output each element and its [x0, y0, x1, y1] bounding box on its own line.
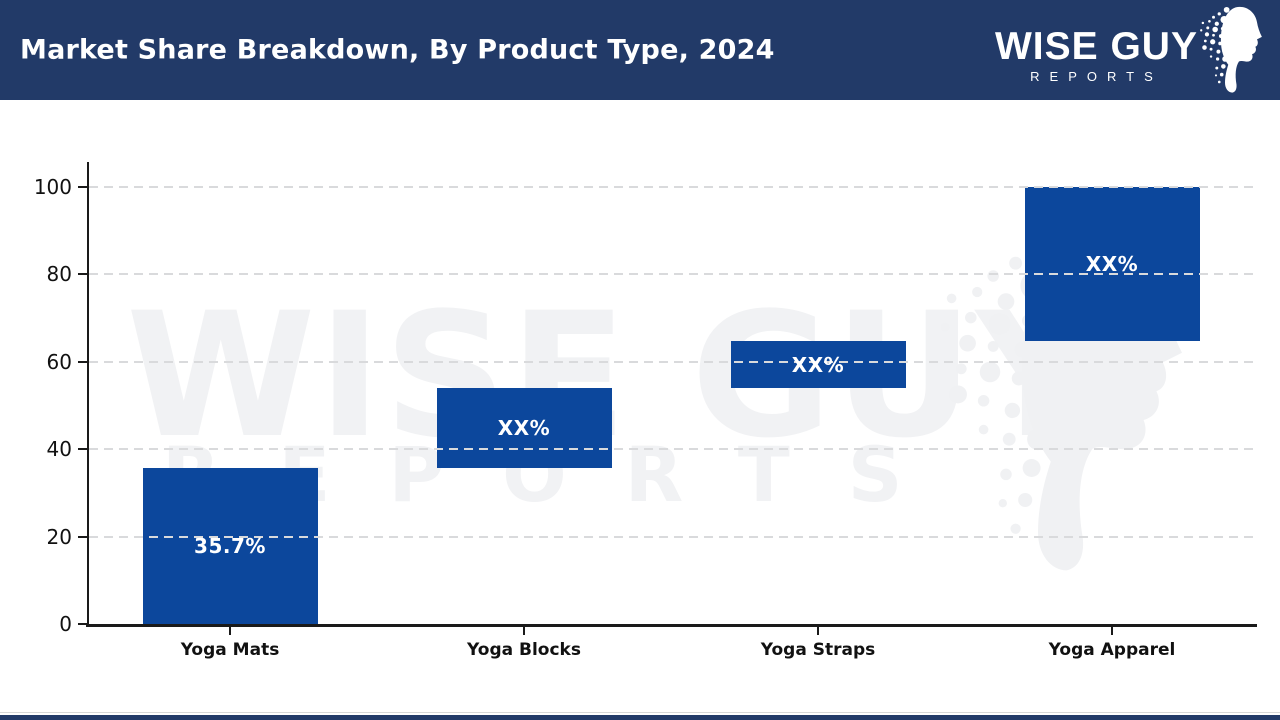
- bar-yoga-straps: XX%: [730, 341, 906, 388]
- y-tick-80: [78, 273, 87, 275]
- gridline-20: [89, 535, 1256, 538]
- gridline-40: [89, 448, 1256, 450]
- y-tick-label-60: 60: [46, 349, 72, 374]
- bar-yoga-blocks: XX%: [436, 387, 612, 468]
- gridline-80: [89, 273, 1256, 275]
- y-tick-60: [78, 360, 87, 363]
- gridline-100: [89, 185, 1256, 188]
- brand-subtitle: REPORTS: [1030, 68, 1163, 84]
- x-tick-label-2: Yoga Blocks: [467, 640, 581, 660]
- bar-yoga-apparel: XX%: [1024, 186, 1200, 342]
- chart-area: WISE GUY REPORTS 35.7% XX% XX% XX% 0 20 40 60 80…: [0, 100, 1280, 712]
- brand-name: WISE GUY: [994, 24, 1198, 68]
- footer-divider: [0, 712, 1280, 713]
- x-tick-3: [817, 627, 819, 635]
- y-tick-label-80: 80: [46, 262, 72, 286]
- gridline-60: [89, 360, 1256, 363]
- x-axis-line: [86, 624, 1257, 627]
- x-tick-label-4: Yoga Apparel: [1048, 640, 1176, 660]
- x-tick-4: [1111, 627, 1113, 635]
- x-tick-label-1: Yoga Mats: [180, 640, 280, 660]
- y-tick-0: [78, 623, 87, 625]
- y-tick-label-100: 100: [33, 174, 72, 199]
- y-axis-line: [87, 162, 89, 627]
- y-tick-40: [78, 448, 87, 450]
- y-tick-label-20: 20: [46, 524, 72, 549]
- bar-value-label: XX%: [1085, 251, 1139, 276]
- plot: 35.7% XX% XX% XX% 0 20 40 60 80 100 Yoga Mats Yoga …: [0, 100, 1280, 712]
- bar-yoga-mats: 35.7%: [142, 467, 318, 624]
- page-title: Market Share Breakdown, By Product Type,…: [20, 34, 775, 66]
- x-tick-1: [229, 627, 231, 635]
- brand-logo-text: WISE GUY REPORTS: [995, 27, 1198, 84]
- bar-value-label: XX%: [497, 415, 551, 440]
- brand-logo: WISE GUY REPORTS: [995, 4, 1266, 96]
- y-tick-label-40: 40: [46, 437, 72, 461]
- header: Market Share Breakdown, By Product Type,…: [0, 0, 1280, 100]
- y-tick-20: [78, 535, 87, 538]
- dotted-head-icon: [1200, 6, 1262, 93]
- bar-value-label: 35.7%: [194, 533, 266, 558]
- footer-bar: [0, 715, 1280, 720]
- bar-value-label: XX%: [791, 352, 845, 377]
- x-tick-label-3: Yoga Straps: [760, 640, 876, 660]
- y-tick-100: [78, 185, 87, 188]
- y-tick-label-0: 0: [59, 612, 72, 636]
- x-tick-2: [523, 627, 525, 635]
